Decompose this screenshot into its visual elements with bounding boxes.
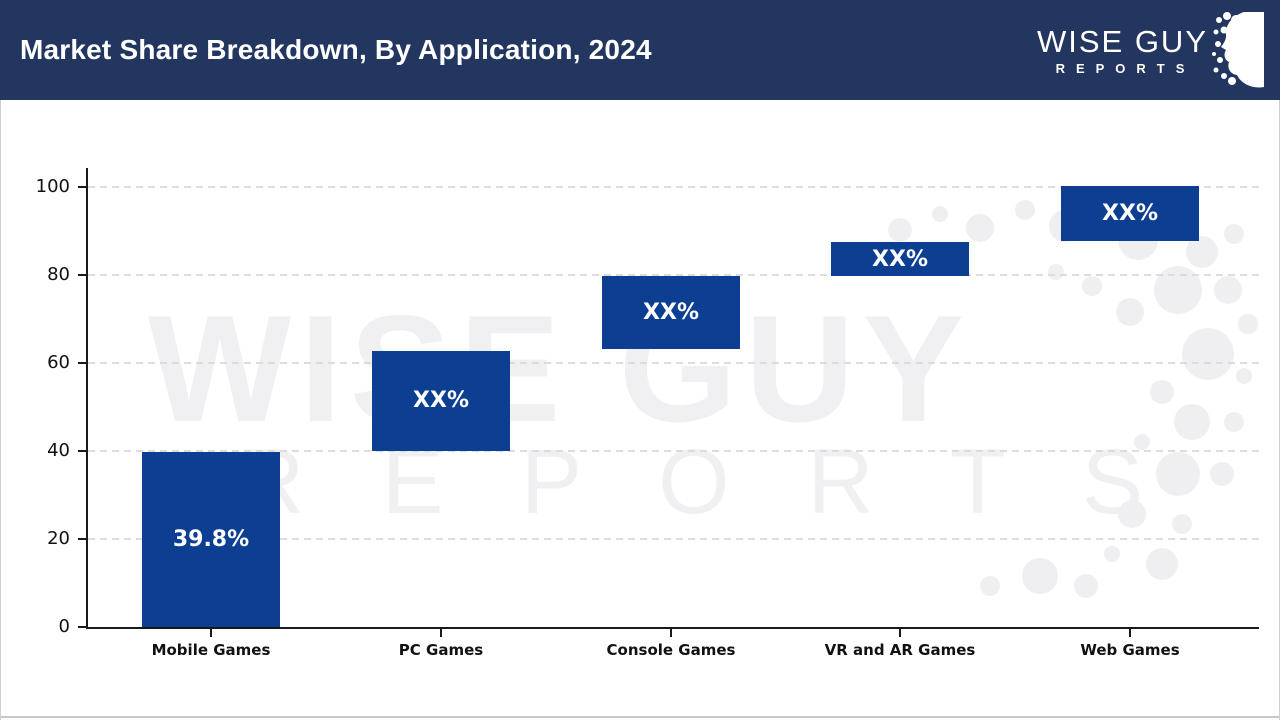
- y-tick-label: 60: [47, 352, 70, 373]
- bar-value-label: XX%: [1102, 201, 1158, 227]
- wise-guy-reports-logo: WISE GUY REPORTS: [1037, 0, 1264, 100]
- x-tick-mark: [1129, 629, 1131, 637]
- y-tick-label: 0: [58, 616, 70, 637]
- gridline-y-40: [88, 450, 1262, 452]
- gridline-y-60: [88, 362, 1262, 364]
- dotted-face-icon: [1212, 12, 1264, 88]
- bar-value-label: XX%: [413, 388, 469, 414]
- y-axis-line: [86, 168, 88, 629]
- logo-subtitle: REPORTS: [1055, 60, 1196, 76]
- y-tick-label: 40: [47, 440, 70, 461]
- y-tick-label: 20: [47, 528, 70, 549]
- gridline-y-80: [88, 274, 1262, 276]
- bar-value-label: XX%: [872, 246, 928, 272]
- page-title: Market Share Breakdown, By Application, …: [20, 34, 652, 65]
- x-tick-mark: [670, 629, 672, 637]
- footer-divider: [0, 716, 1280, 718]
- x-category-label: VR and AR Games: [824, 641, 976, 659]
- y-tick-mark: [78, 626, 86, 628]
- y-tick-label: 100: [35, 176, 70, 197]
- x-category-label: PC Games: [398, 641, 484, 659]
- y-tick-mark: [78, 274, 86, 276]
- bar-value-label: XX%: [643, 299, 699, 325]
- bar-segment: XX%: [831, 242, 969, 276]
- x-axis-line: [86, 627, 1259, 629]
- x-tick-mark: [440, 629, 442, 637]
- watermark-wordmark: WISE GUY: [148, 284, 973, 454]
- logo-text: WISE GUY REPORTS: [1037, 26, 1208, 75]
- logo-wordmark: WISE GUY: [1036, 23, 1208, 59]
- gridline-y-20: [88, 538, 1262, 540]
- bar-segment: XX%: [1061, 186, 1199, 242]
- gridline-y-100: [88, 186, 1262, 188]
- y-tick-mark: [78, 186, 86, 188]
- x-category-label: Web Games: [1080, 641, 1180, 659]
- y-tick-mark: [78, 362, 86, 364]
- y-tick-mark: [78, 538, 86, 540]
- bar-segment: 39.8%: [142, 451, 280, 627]
- x-category-label: Console Games: [606, 641, 736, 659]
- x-category-label: Mobile Games: [151, 641, 271, 659]
- y-tick-label: 80: [47, 264, 70, 285]
- y-tick-mark: [78, 450, 86, 452]
- header-bar: Market Share Breakdown, By Application, …: [0, 0, 1280, 100]
- bar-value-label: 39.8%: [172, 526, 250, 552]
- bar-segment: XX%: [372, 350, 510, 451]
- x-tick-mark: [210, 629, 212, 637]
- bar-segment: XX%: [602, 275, 740, 349]
- x-tick-mark: [899, 629, 901, 637]
